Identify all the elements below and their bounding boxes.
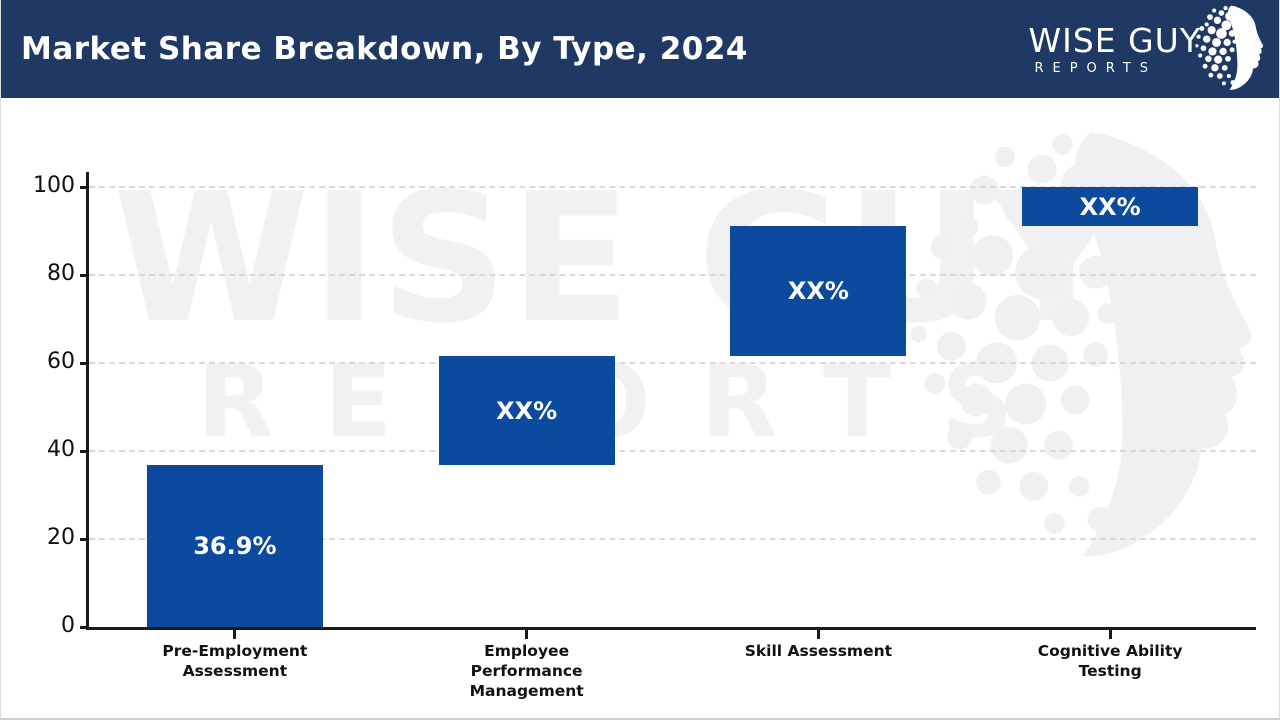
grid-line (89, 362, 1256, 364)
x-axis-line (86, 627, 1256, 630)
y-tick (80, 361, 89, 365)
page-title: Market Share Breakdown, By Type, 2024 (21, 31, 749, 67)
y-tick-label: 40 (47, 437, 75, 462)
x-tick (816, 630, 820, 639)
x-category-label: Cognitive Ability Testing (1037, 642, 1183, 680)
x-tick (233, 630, 237, 639)
bar-segment: 36.9% (146, 464, 323, 627)
y-tick-label: 20 (47, 525, 75, 550)
x-category-label: Skill Assessment (744, 642, 893, 660)
grid-line (89, 186, 1256, 188)
y-tick (80, 449, 89, 453)
bar-value-label: 36.9% (193, 531, 277, 560)
x-tick (525, 630, 529, 639)
y-tick-label: 60 (47, 349, 75, 374)
logo-name-text: WISE GUY (1028, 20, 1201, 60)
y-tick-label: 80 (47, 261, 75, 286)
bar-value-label: XX% (787, 277, 849, 306)
y-tick (80, 185, 89, 189)
grid-line (89, 538, 1256, 540)
y-tick-label: 0 (61, 613, 75, 638)
bar-value-label: XX% (1079, 192, 1141, 221)
grid-line (89, 274, 1256, 276)
wise-guy-logo: WISE GUY REPORTS (1028, 4, 1269, 94)
y-tick-label: 100 (33, 173, 75, 198)
logo-tagline-text: REPORTS (1034, 60, 1158, 76)
bar-value-label: XX% (496, 396, 558, 425)
y-axis-line (86, 172, 89, 630)
bar-segment: XX% (1022, 187, 1199, 227)
grid-line (89, 450, 1256, 452)
x-category-label: Pre-Employment Assessment (162, 642, 308, 680)
bar-segment: XX% (438, 356, 615, 465)
x-category-label: Employee Performance Management (469, 642, 584, 700)
y-tick (80, 537, 89, 541)
wise-guy-head-icon (1195, 5, 1264, 90)
x-tick (1108, 630, 1112, 639)
watermark-tagline: REPORTS (197, 343, 1064, 460)
logo-wordmark: WISE GUY REPORTS (1028, 24, 1201, 75)
bar-segment: XX% (730, 226, 907, 357)
watermark-wordmark: WISE GUY (113, 155, 1123, 362)
y-tick (80, 625, 89, 629)
y-tick (80, 273, 89, 277)
report-header: Market Share Breakdown, By Type, 2024 WI… (1, 0, 1279, 98)
